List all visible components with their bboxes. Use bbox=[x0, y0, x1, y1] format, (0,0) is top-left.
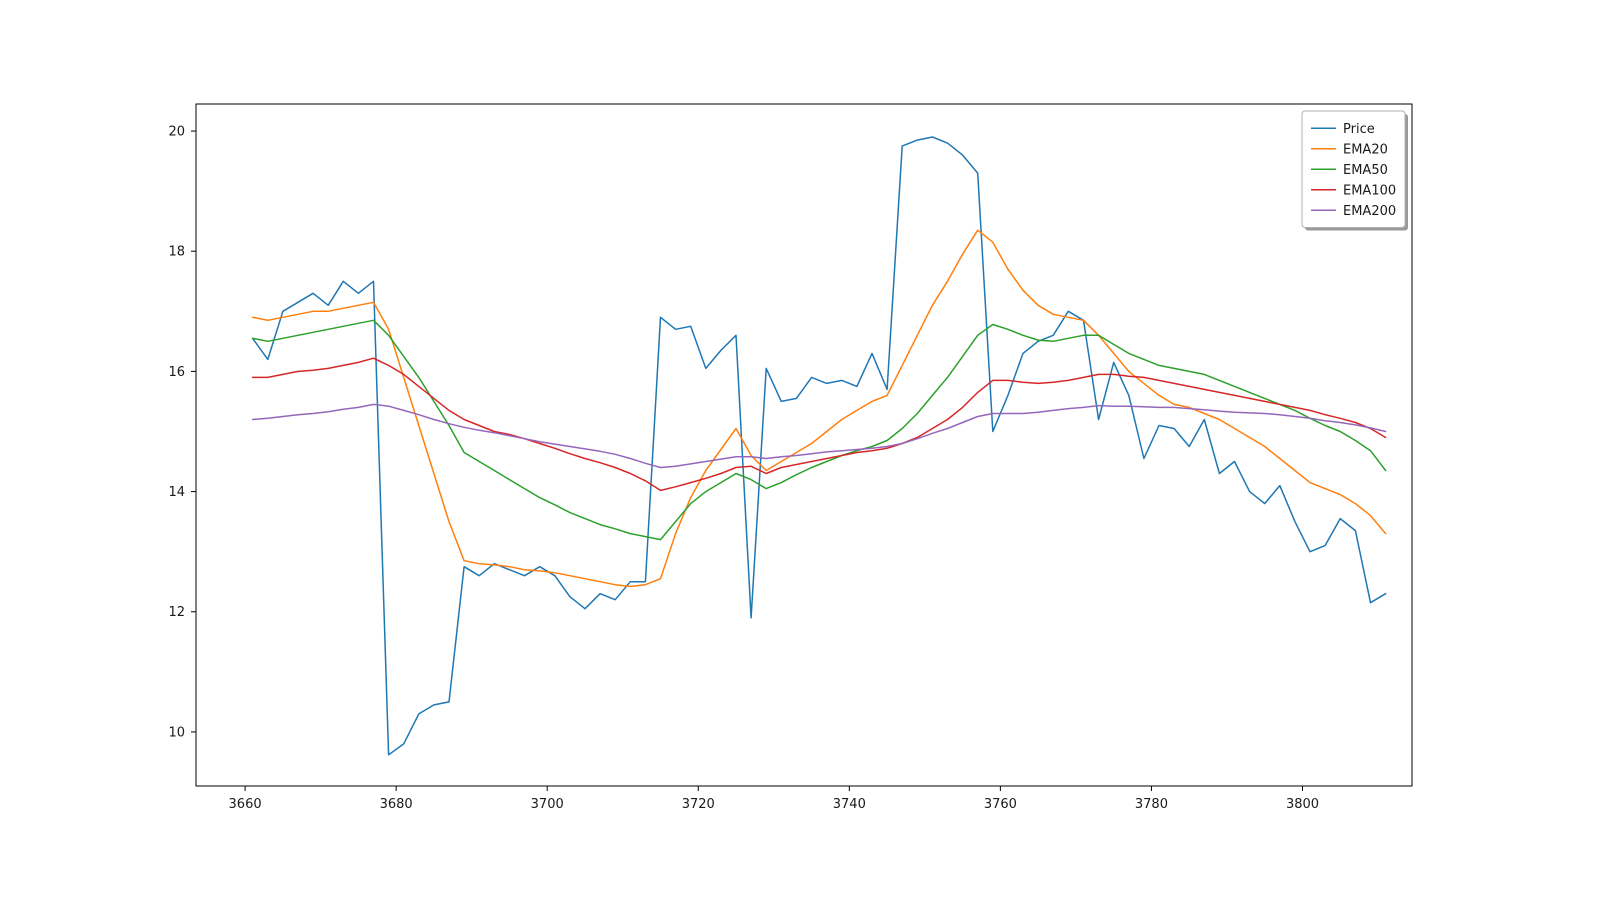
y-tick-label: 14 bbox=[168, 485, 185, 500]
y-tick-label: 18 bbox=[168, 245, 185, 260]
x-tick-label: 3780 bbox=[1135, 797, 1168, 812]
plot-area bbox=[195, 103, 1413, 787]
legend-label-ema20: EMA20 bbox=[1343, 142, 1388, 157]
x-tick-label: 3720 bbox=[682, 797, 715, 812]
legend-label-ema200: EMA200 bbox=[1343, 204, 1396, 219]
x-tick-label: 3740 bbox=[833, 797, 866, 812]
series-line-ema200 bbox=[251, 403, 1387, 469]
x-tick-label: 3760 bbox=[984, 797, 1017, 812]
legend-box bbox=[1301, 110, 1406, 228]
y-tick-label: 10 bbox=[168, 725, 185, 740]
series-line-ema100 bbox=[251, 357, 1387, 492]
legend-label-price: Price bbox=[1343, 122, 1375, 137]
y-tick-label: 20 bbox=[168, 125, 185, 140]
y-tick-label: 12 bbox=[168, 605, 185, 620]
legend-label-ema100: EMA100 bbox=[1343, 183, 1396, 198]
series-line-ema20 bbox=[251, 229, 1387, 588]
x-tick-label: 3700 bbox=[531, 797, 564, 812]
y-tick-label: 16 bbox=[168, 365, 185, 380]
series-line-price bbox=[251, 136, 1387, 756]
series-line-ema50 bbox=[251, 319, 1387, 541]
x-tick-label: 3660 bbox=[229, 797, 262, 812]
x-tick-label: 3680 bbox=[380, 797, 413, 812]
legend-label-ema50: EMA50 bbox=[1343, 163, 1388, 178]
x-tick-label: 3800 bbox=[1286, 797, 1319, 812]
